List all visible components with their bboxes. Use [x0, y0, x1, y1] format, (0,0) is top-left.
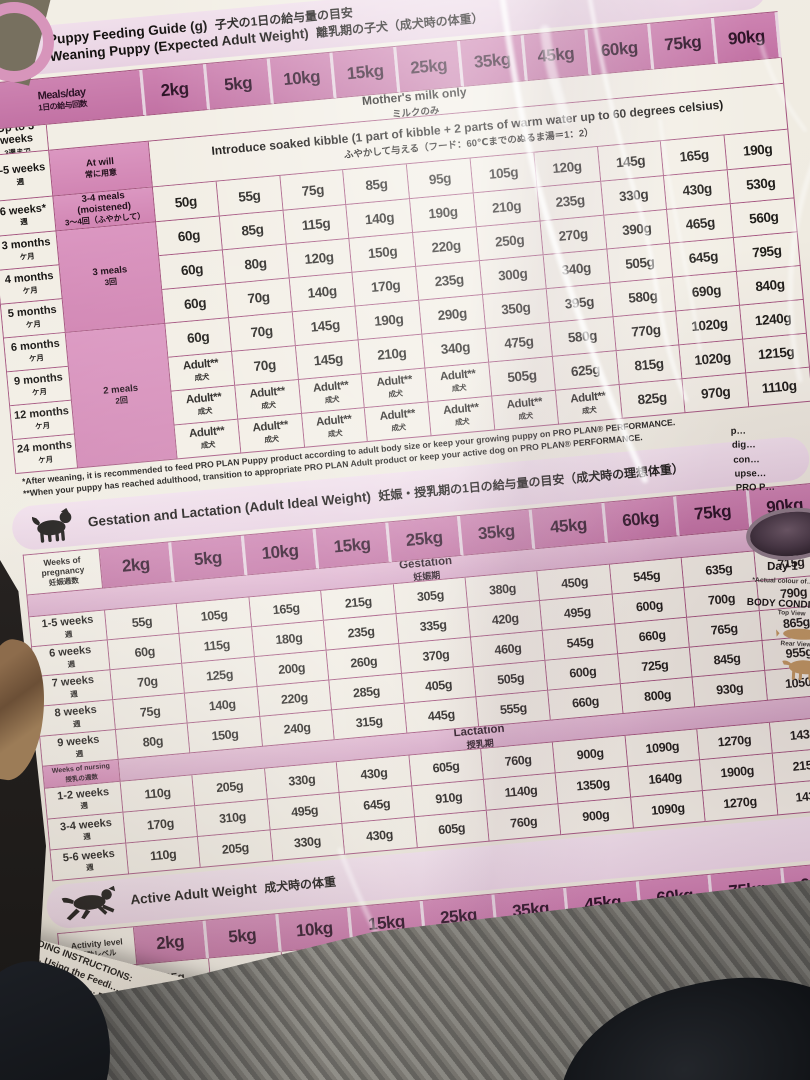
- amount-cell: 145g: [597, 141, 665, 182]
- clock-icon-fragment: [0, 2, 54, 82]
- body-condition-dog-top-view: [776, 628, 810, 640]
- weight-header: 5kg: [171, 535, 248, 583]
- cut-text-fragment: p…: [730, 425, 747, 437]
- weight-header: 15kg: [315, 522, 392, 570]
- cut-text-fragment: dig…: [731, 439, 756, 452]
- weight-header: 2kg: [142, 64, 210, 116]
- amount-cell: 1090g: [631, 791, 706, 829]
- amount-cell: 330g: [270, 824, 346, 862]
- row-age-label: 6 weeks* 週: [0, 196, 57, 237]
- amount-cell: Adult** 成犬: [301, 408, 369, 448]
- weight-header: 15kg: [332, 46, 401, 99]
- amount-cell: 760g: [486, 804, 562, 842]
- amount-cell: Adult** 成犬: [174, 419, 242, 460]
- amount-cell: 85g: [343, 164, 411, 205]
- weight-header: 60kg: [604, 496, 680, 543]
- puppy-feeding-table: Meals/day 1日の給与回数 2kg 5kg 10kg 15kg 25kg 35kg 45…: [0, 11, 810, 475]
- weight-header: 5kg: [206, 914, 282, 959]
- amount-cell: 105g: [470, 152, 538, 194]
- gestation-table-title-band: Gestation and Lactation (Adult Ideal Wei…: [10, 435, 810, 552]
- adult-title-en: Active Adult Weight: [129, 880, 258, 908]
- running-dog-icon: [61, 885, 116, 921]
- cut-text-fragment: upse…: [734, 468, 767, 480]
- rear-view-label: Rear View: [780, 639, 810, 649]
- amount-cell: Adult** 成犬: [555, 384, 623, 425]
- row-age-label: 5 months ケ月: [0, 299, 66, 339]
- amount-cell: Adult** 成犬: [238, 413, 305, 454]
- actual-colour-note: *Actual colour of…: [752, 576, 810, 586]
- weight-header: 5kg: [205, 58, 274, 110]
- weight-header: 75kg: [650, 17, 719, 70]
- amount-cell: 430g: [342, 817, 418, 855]
- amount-cell: 825g: [619, 379, 686, 419]
- weight-header: 10kg: [243, 529, 320, 576]
- adult-dog-icon: [32, 508, 72, 543]
- amount-cell: 970g: [682, 373, 750, 414]
- amount-cell: 1435g: [775, 778, 810, 816]
- meals-cell: 3 meals 3回: [56, 222, 166, 333]
- row-age-label: 4 months ケ月: [0, 265, 63, 305]
- amount-cell: 1435g: [769, 716, 810, 754]
- cut-text-fragment: con…: [733, 453, 760, 466]
- amount-cell: Adult** 成犬: [365, 402, 432, 442]
- amount-cell: 1110g: [746, 367, 810, 408]
- cut-text-fragment: PRO P…: [735, 482, 776, 494]
- adult-table-title: Active Adult Weight 成犬時の体重: [130, 873, 337, 909]
- weight-header: 10kg: [269, 52, 338, 105]
- row-age-label: 24 months ケ月: [13, 434, 79, 474]
- amount-cell: 900g: [558, 797, 634, 836]
- weight-header: 35kg: [460, 509, 536, 556]
- kibble-bowl-photo: [743, 503, 810, 564]
- weight-header: 90kg: [714, 12, 782, 64]
- amount-cell: 55g: [216, 175, 284, 217]
- amount-cell: Adult** 成犬: [428, 396, 496, 437]
- amount-cell: 205g: [198, 830, 274, 869]
- weight-header: 25kg: [396, 41, 465, 93]
- adult-title-ja: 成犬時の体重: [263, 874, 337, 895]
- row-age-label: 6 months ケ月: [4, 332, 69, 373]
- meals-cell: 2 meals 2回: [65, 323, 178, 469]
- amount-cell: 120g: [534, 146, 601, 188]
- corner-label: Weeks of pregnancy 妊娠週数: [23, 548, 104, 596]
- amount-cell: 75g: [280, 170, 347, 211]
- weight-header: 45kg: [523, 29, 592, 82]
- top-view-label: Top View: [777, 608, 806, 618]
- day1-caption: Day 1: [767, 560, 798, 573]
- amount-cell: 2150g: [772, 747, 810, 785]
- amount-cell: 50g: [152, 181, 220, 223]
- gestation-title-en: Gestation and Lactation (Adult Ideal Wei…: [87, 488, 372, 530]
- amount-cell: 1270g: [703, 784, 779, 823]
- row-age-label: 3-5 weeks 週: [0, 150, 54, 203]
- gestation-lactation-table: Weeks of pregnancy 妊娠週数 2kg 5kg 10kg 15kg 25kg…: [22, 482, 810, 882]
- amount-cell: 95g: [407, 158, 474, 200]
- right-side-column: p… dig… con… upse… PRO P… Day 1 *Actual …: [730, 418, 810, 686]
- weight-header: 35kg: [459, 35, 528, 87]
- weight-header: 2kg: [99, 542, 176, 589]
- row-age-label: 3 months ケ月: [0, 231, 60, 271]
- row-age-label: 9 months ケ月: [7, 366, 72, 407]
- gestation-title-ja: 妊娠・授乳期の1日の給与量の目安（成犬時の理想体重）: [377, 461, 685, 503]
- row-age-label: 5-6 weeks 週: [50, 843, 130, 882]
- row-age-label: 12 months ケ月: [10, 400, 76, 441]
- weight-header: 45kg: [532, 503, 608, 550]
- amount-cell: 110g: [126, 837, 202, 875]
- weight-header: 60kg: [587, 23, 655, 76]
- weight-header: 25kg: [387, 516, 464, 563]
- body-condition-dog-side-view: [782, 660, 810, 681]
- amount-cell: Adult** 成犬: [492, 390, 559, 431]
- amount-cell: 605g: [414, 810, 490, 849]
- weight-header: 2kg: [133, 920, 210, 966]
- amount-cell: 190g: [724, 129, 792, 171]
- amount-cell: 165g: [661, 135, 728, 177]
